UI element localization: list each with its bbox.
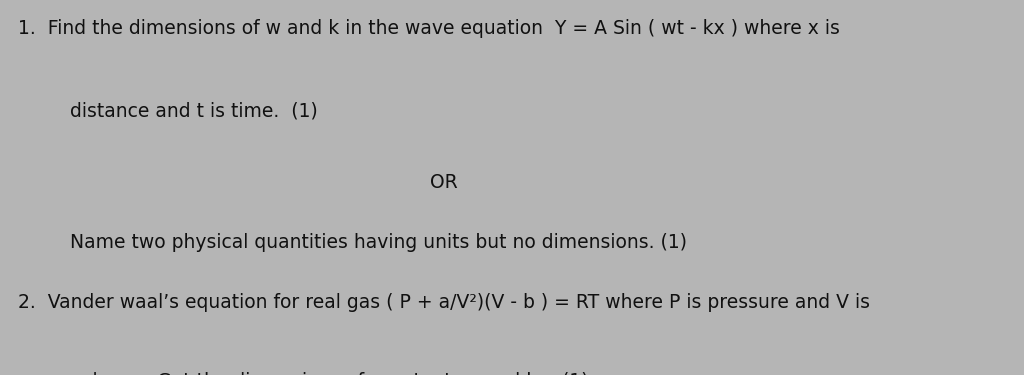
Text: volume.  Get the dimensions of constants a and b.   (1): volume. Get the dimensions of constants …: [70, 371, 588, 375]
Text: OR: OR: [430, 172, 458, 192]
Text: distance and t is time.  (1): distance and t is time. (1): [70, 101, 317, 120]
Text: 2.  Vander waal’s equation for real gas ( P + a/V²)(V - b ) = RT where P is pres: 2. Vander waal’s equation for real gas (…: [18, 292, 870, 312]
Text: 1.  Find the dimensions of w and k in the wave equation  Y = A Sin ( wt - kx ) w: 1. Find the dimensions of w and k in the…: [18, 19, 841, 38]
Text: Name two physical quantities having units but no dimensions. (1): Name two physical quantities having unit…: [70, 232, 687, 252]
